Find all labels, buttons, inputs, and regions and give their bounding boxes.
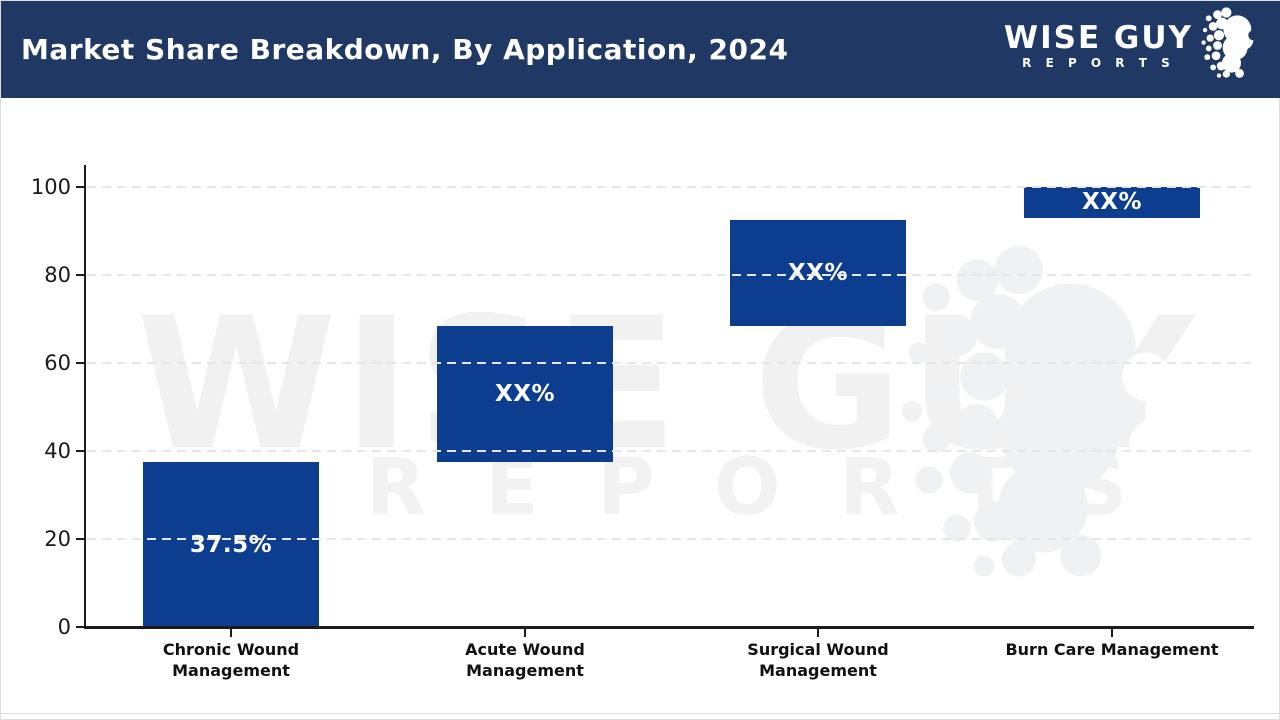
watermark-head-icon: [901, 245, 1185, 577]
x-category-label: Surgical Wound Management: [747, 640, 889, 680]
watermark: WISE GUY R E P O R T S: [1, 98, 1280, 714]
gridline: [87, 450, 1254, 452]
brand-subname: R E P O R T S: [1022, 56, 1175, 71]
brand-logo-text: WISE GUY R E P O R T S: [1004, 22, 1193, 71]
bar-value-label: XX%: [494, 380, 555, 407]
y-tick-mark: [76, 626, 84, 628]
chart-title: Market Share Breakdown, By Application, …: [21, 33, 789, 66]
y-tick-label: 80: [44, 263, 71, 287]
brand-name: WISE GUY: [1003, 19, 1193, 56]
x-category-label: Burn Care Management: [1005, 640, 1219, 659]
bar-segment: XX%: [730, 220, 906, 326]
y-axis-line: [84, 165, 86, 629]
gridline: [87, 186, 1254, 188]
y-tick-mark: [76, 450, 84, 452]
header-bar: Market Share Breakdown, By Application, …: [1, 1, 1280, 98]
gridline: [87, 538, 1254, 540]
x-tick-mark: [230, 629, 232, 637]
y-tick-label: 20: [44, 527, 71, 551]
x-tick-mark: [817, 629, 819, 637]
brand-head-icon: [1201, 7, 1262, 78]
y-tick-mark: [76, 362, 84, 364]
gridline: [87, 274, 1254, 276]
gridline: [87, 362, 1254, 364]
x-tick-mark: [524, 629, 526, 637]
y-tick-mark: [76, 538, 84, 540]
x-axis-line: [84, 626, 1254, 629]
x-category-label: Acute Wound Management: [465, 640, 585, 680]
bar-value-label: XX%: [1081, 189, 1142, 216]
bar-segment: XX%: [437, 325, 613, 462]
x-category-label: Chronic Wound Management: [162, 640, 300, 680]
y-tick-label: 0: [57, 615, 71, 639]
brand-logo: WISE GUY R E P O R T S: [1004, 7, 1263, 83]
y-tick-label: 100: [30, 175, 71, 199]
y-tick-mark: [76, 186, 84, 188]
x-tick-mark: [1111, 629, 1113, 637]
bar-value-label: XX%: [787, 259, 848, 286]
y-tick-mark: [76, 274, 84, 276]
bar-value-label: 37.5%: [189, 531, 273, 558]
y-tick-label: 40: [44, 439, 71, 463]
bar-segment: XX%: [1024, 187, 1200, 218]
bottom-divider: [1, 713, 1280, 714]
y-tick-label: 60: [44, 351, 71, 375]
bar-segment: 37.5%: [143, 462, 319, 627]
